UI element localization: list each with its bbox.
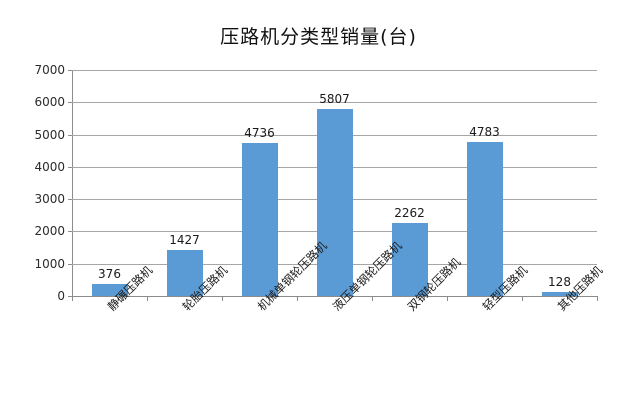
bar-value-label: 128 — [548, 274, 571, 289]
y-tick-mark — [68, 102, 72, 104]
bar-slot: 4783 — [447, 70, 522, 296]
gridline — [72, 102, 597, 104]
bar-value-label: 376 — [98, 266, 121, 281]
chart-title: 压路机分类型销量(台) — [220, 26, 417, 48]
x-axis-line — [72, 296, 598, 297]
y-tick-label: 0 — [57, 289, 65, 303]
gridline — [72, 70, 597, 71]
x-tick-mark — [522, 296, 523, 301]
bar-slot: 2262 — [372, 70, 447, 296]
y-tick-label: 6000 — [34, 95, 65, 110]
bar-value-label: 5807 — [319, 91, 350, 106]
bar-value-label: 4736 — [244, 126, 275, 141]
bar[interactable] — [541, 291, 578, 296]
bar[interactable] — [166, 249, 203, 296]
y-tick-label: 1000 — [34, 256, 65, 271]
y-tick-label: 7000 — [34, 63, 65, 77]
y-tick-label: 2000 — [34, 224, 65, 239]
plot-area: 7000 6000 5000 4000 3000 2000 1000 0 376 1427 473… — [34, 63, 597, 303]
x-tick-mark — [447, 296, 448, 301]
y-tick-mark — [68, 70, 72, 71]
y-tick-label: 4000 — [34, 159, 65, 174]
x-tick-mark — [72, 296, 73, 301]
y-tick-label: 5000 — [34, 127, 65, 142]
y-tick-mark — [68, 231, 72, 233]
y-tick-label: 3000 — [34, 192, 65, 207]
x-tick-mark — [372, 296, 373, 301]
bar[interactable] — [391, 222, 428, 296]
bar-slot: 1427 — [147, 70, 222, 296]
y-axis-line — [72, 70, 73, 297]
bar-slot: 376 — [72, 70, 147, 296]
bar[interactable] — [241, 143, 278, 296]
bar-value-label: 1427 — [169, 232, 200, 247]
bar[interactable] — [466, 141, 503, 296]
y-tick-mark — [68, 166, 72, 168]
bar[interactable] — [91, 283, 128, 296]
bar-value-label: 2262 — [394, 205, 425, 220]
bars-layer: 376 1427 4736 5807 2262 4783 128 — [72, 70, 597, 296]
x-tick-mark — [297, 296, 298, 301]
x-tick-mark — [597, 296, 598, 301]
x-tick-mark — [147, 296, 148, 301]
y-tick-mark — [68, 296, 72, 297]
y-tick-mark — [68, 263, 72, 265]
x-tick-mark — [222, 296, 223, 301]
y-tick-mark — [68, 134, 72, 136]
bar-value-label: 4783 — [469, 124, 500, 139]
bar-slot: 5807 — [297, 70, 372, 296]
bar[interactable] — [316, 108, 353, 296]
bar-slot: 4736 — [222, 70, 297, 296]
y-tick-mark — [68, 199, 72, 201]
bar-slot: 128 — [522, 70, 597, 296]
